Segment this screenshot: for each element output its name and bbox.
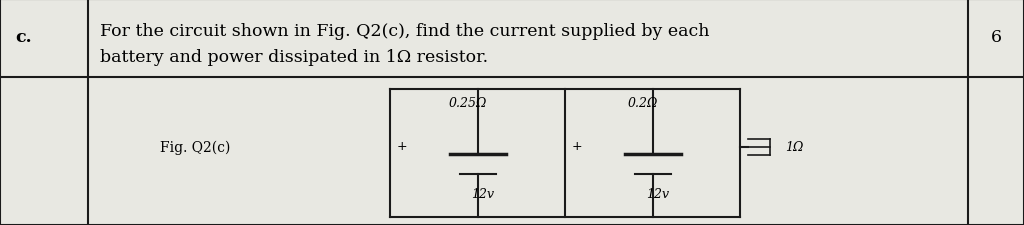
Text: For the circuit shown in Fig. Q2(c), find the current supplied by each: For the circuit shown in Fig. Q2(c), fin… xyxy=(100,23,710,40)
Text: Fig. Q2(c): Fig. Q2(c) xyxy=(160,140,230,155)
Text: battery and power dissipated in 1Ω resistor.: battery and power dissipated in 1Ω resis… xyxy=(100,49,488,66)
Text: 0.2Ω: 0.2Ω xyxy=(628,97,657,110)
Text: c.: c. xyxy=(15,29,32,46)
Text: +: + xyxy=(396,140,408,153)
Text: 1Ω: 1Ω xyxy=(785,141,804,154)
Text: 12v: 12v xyxy=(646,188,669,201)
Text: +: + xyxy=(571,140,583,153)
Text: 0.25Ω: 0.25Ω xyxy=(449,97,486,110)
Text: 12v: 12v xyxy=(471,188,494,201)
Text: 6: 6 xyxy=(990,29,1001,46)
